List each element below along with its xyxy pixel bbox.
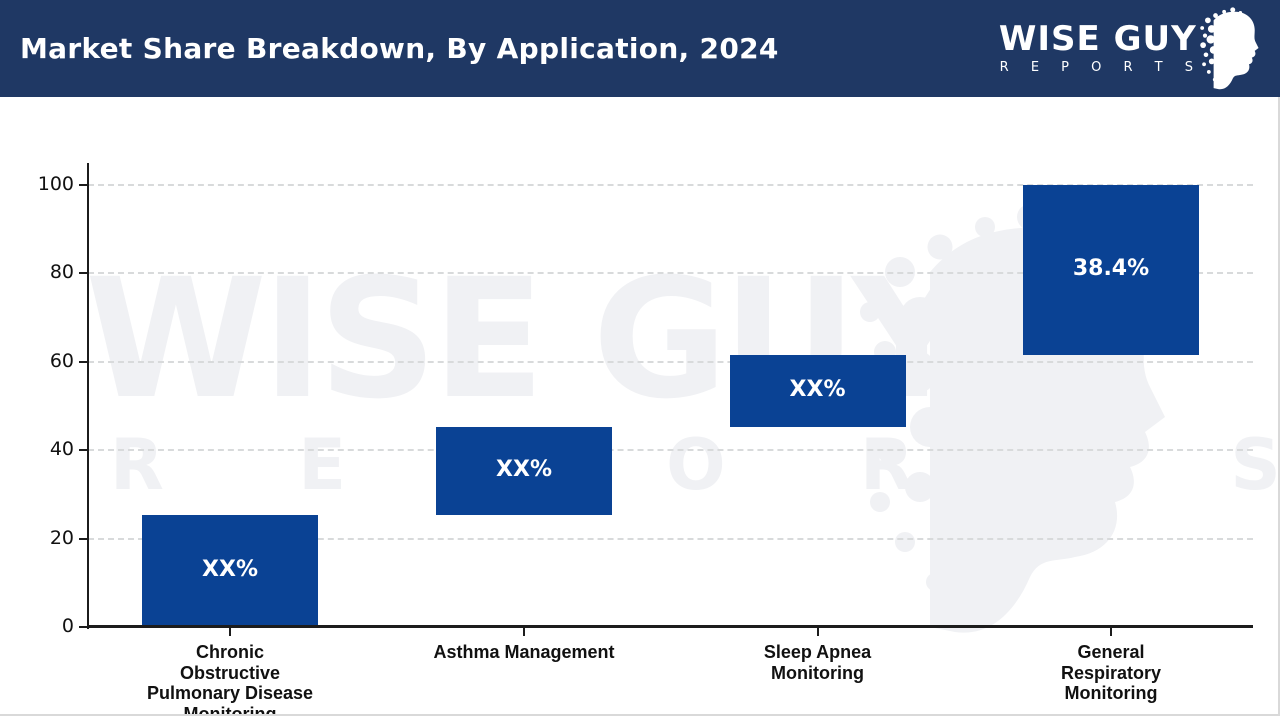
logo-wordmark-main: WISE GUY bbox=[998, 19, 1197, 59]
y-tick-label: 20 bbox=[49, 526, 74, 549]
gridline bbox=[88, 184, 1253, 186]
bar-value-label: XX% bbox=[496, 457, 552, 483]
wiseguy-logo: WISE GUY R E P O R T S bbox=[994, 0, 1266, 97]
bar-value-label: XX% bbox=[789, 376, 846, 402]
y-tick bbox=[79, 626, 87, 628]
y-tick-label: 100 bbox=[37, 173, 74, 195]
x-category-label: Chronic Obstructive Pulmonary Disease Mo… bbox=[146, 642, 314, 716]
bar-value-label: XX% bbox=[202, 557, 258, 583]
x-axis-spine bbox=[87, 625, 1253, 628]
bar-segment bbox=[436, 427, 612, 516]
page-title: Market Share Breakdown, By Application, … bbox=[20, 32, 779, 65]
y-tick bbox=[79, 272, 87, 275]
y-tick-label: 0 bbox=[61, 615, 74, 637]
bar-value-label: 38.4% bbox=[1072, 255, 1150, 281]
gridline bbox=[88, 537, 1253, 540]
gridline bbox=[88, 272, 1253, 275]
gridline bbox=[88, 360, 1253, 363]
x-category-label: General Respiratory Monitoring bbox=[1060, 642, 1162, 703]
y-tick bbox=[79, 537, 87, 540]
x-tick bbox=[816, 628, 819, 636]
y-tick bbox=[79, 184, 87, 186]
wiseguy-face-icon bbox=[1200, 6, 1259, 89]
logo-wordmark: WISE GUY R E P O R T S bbox=[994, 22, 1202, 75]
y-tick-label: 60 bbox=[49, 349, 74, 372]
x-category-label: Asthma Management bbox=[433, 642, 615, 662]
y-axis-spine bbox=[87, 163, 89, 629]
logo-wordmark-sub: R E P O R T S bbox=[999, 60, 1202, 75]
chart-area: WISE GUY R E P O R T S 0 20 40 60 80 100 XX% Ch… bbox=[0, 97, 1280, 716]
y-tick bbox=[79, 449, 87, 452]
header: Market Share Breakdown, By Application, … bbox=[0, 0, 1280, 97]
y-tick-label: 80 bbox=[49, 261, 74, 284]
x-category-label: Sleep Apnea Monitoring bbox=[763, 642, 872, 683]
y-tick bbox=[79, 360, 87, 363]
y-tick-label: 40 bbox=[49, 438, 74, 461]
bar-segment bbox=[142, 515, 318, 627]
gridline bbox=[88, 449, 1253, 452]
x-tick bbox=[523, 628, 525, 636]
x-tick bbox=[229, 628, 231, 636]
x-tick bbox=[1110, 628, 1112, 636]
